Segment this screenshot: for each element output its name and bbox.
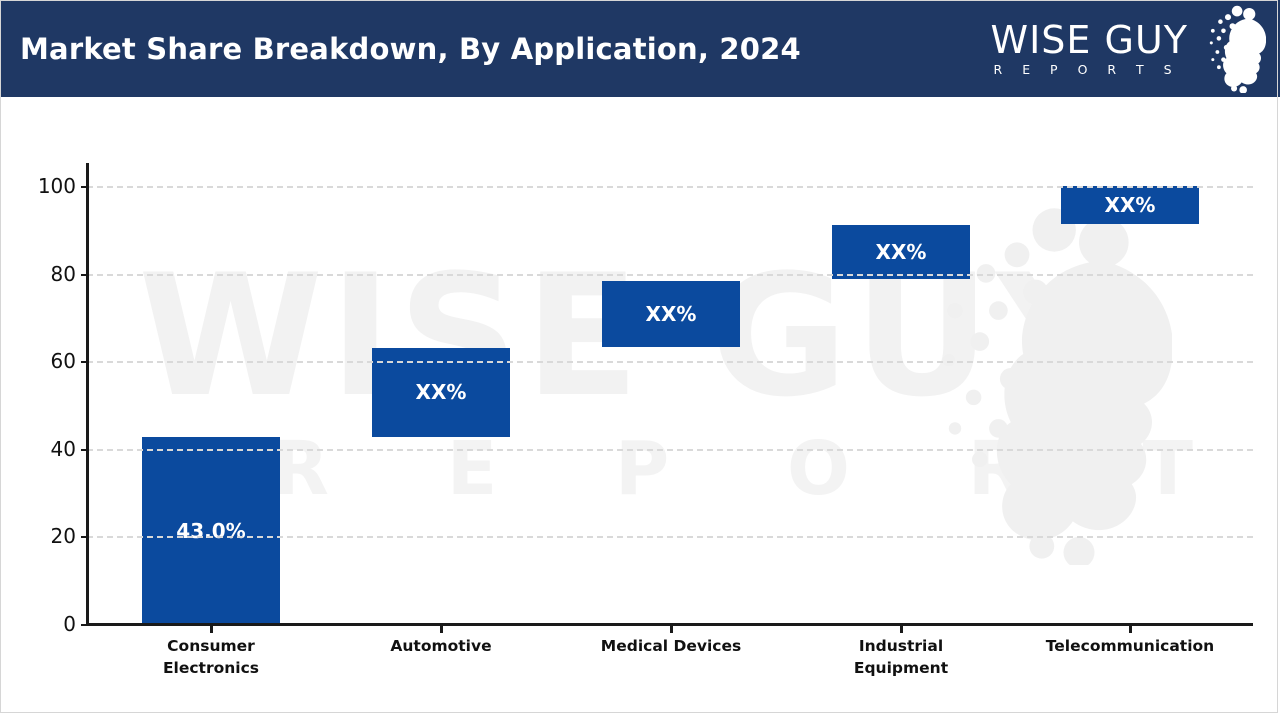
y-gridline	[87, 536, 1253, 539]
x-axis-line	[86, 623, 1253, 626]
x-tick-mark	[900, 625, 903, 633]
x-category-label: Consumer Electronics	[162, 637, 260, 677]
x-category-label: Telecommunication	[1045, 637, 1215, 655]
wiseguy-logo: WISE GUY R E P O R T S	[991, 4, 1266, 94]
y-tick-mark	[81, 536, 87, 539]
x-category-label: Medical Devices	[600, 637, 742, 655]
y-tick-mark	[81, 361, 87, 364]
bar-value-label: XX%	[1104, 193, 1156, 218]
bar-value-label: XX%	[415, 380, 467, 405]
bar: XX%	[832, 225, 970, 279]
page-title: Market Share Breakdown, By Application, …	[20, 31, 801, 66]
bar: XX%	[1061, 186, 1199, 225]
logo-wordmark: WISE GUY R E P O R T S	[990, 18, 1188, 77]
bar-value-label: XX%	[875, 240, 927, 265]
bar: 43.0%	[142, 436, 280, 625]
x-category-label: Industrial Equipment	[853, 637, 949, 677]
y-axis-line	[86, 163, 89, 625]
y-tick-mark	[81, 448, 87, 451]
y-gridline	[87, 186, 1253, 188]
x-tick-mark	[210, 625, 213, 633]
y-tick-label: 0	[63, 612, 76, 636]
y-gridline	[87, 361, 1253, 364]
watermark-head-icon	[942, 208, 1172, 565]
y-tick-label: 40	[50, 436, 76, 461]
y-gridline	[87, 448, 1253, 451]
x-tick-mark	[1129, 625, 1132, 633]
y-tick-label: 80	[50, 261, 76, 286]
y-gridline	[87, 273, 1253, 276]
y-tick-label: 20	[50, 524, 76, 549]
bar: XX%	[602, 281, 740, 347]
logo-line2: R E P O R T S	[993, 61, 1180, 77]
header-bar: Market Share Breakdown, By Application, …	[0, 0, 1280, 97]
logo-line1: WISE GUY	[990, 18, 1188, 63]
y-tick-mark	[81, 273, 87, 276]
bar-value-label: 43.0%	[176, 518, 246, 543]
y-tick-label: 100	[37, 174, 76, 198]
logo-head-icon	[1209, 5, 1266, 93]
y-tick-label: 60	[50, 349, 76, 374]
x-tick-mark	[440, 625, 443, 633]
bar-value-label: XX%	[645, 302, 697, 326]
x-tick-mark	[670, 625, 673, 633]
y-tick-mark	[81, 624, 87, 626]
x-category-label: Automotive	[390, 637, 492, 655]
y-tick-mark	[81, 186, 87, 188]
